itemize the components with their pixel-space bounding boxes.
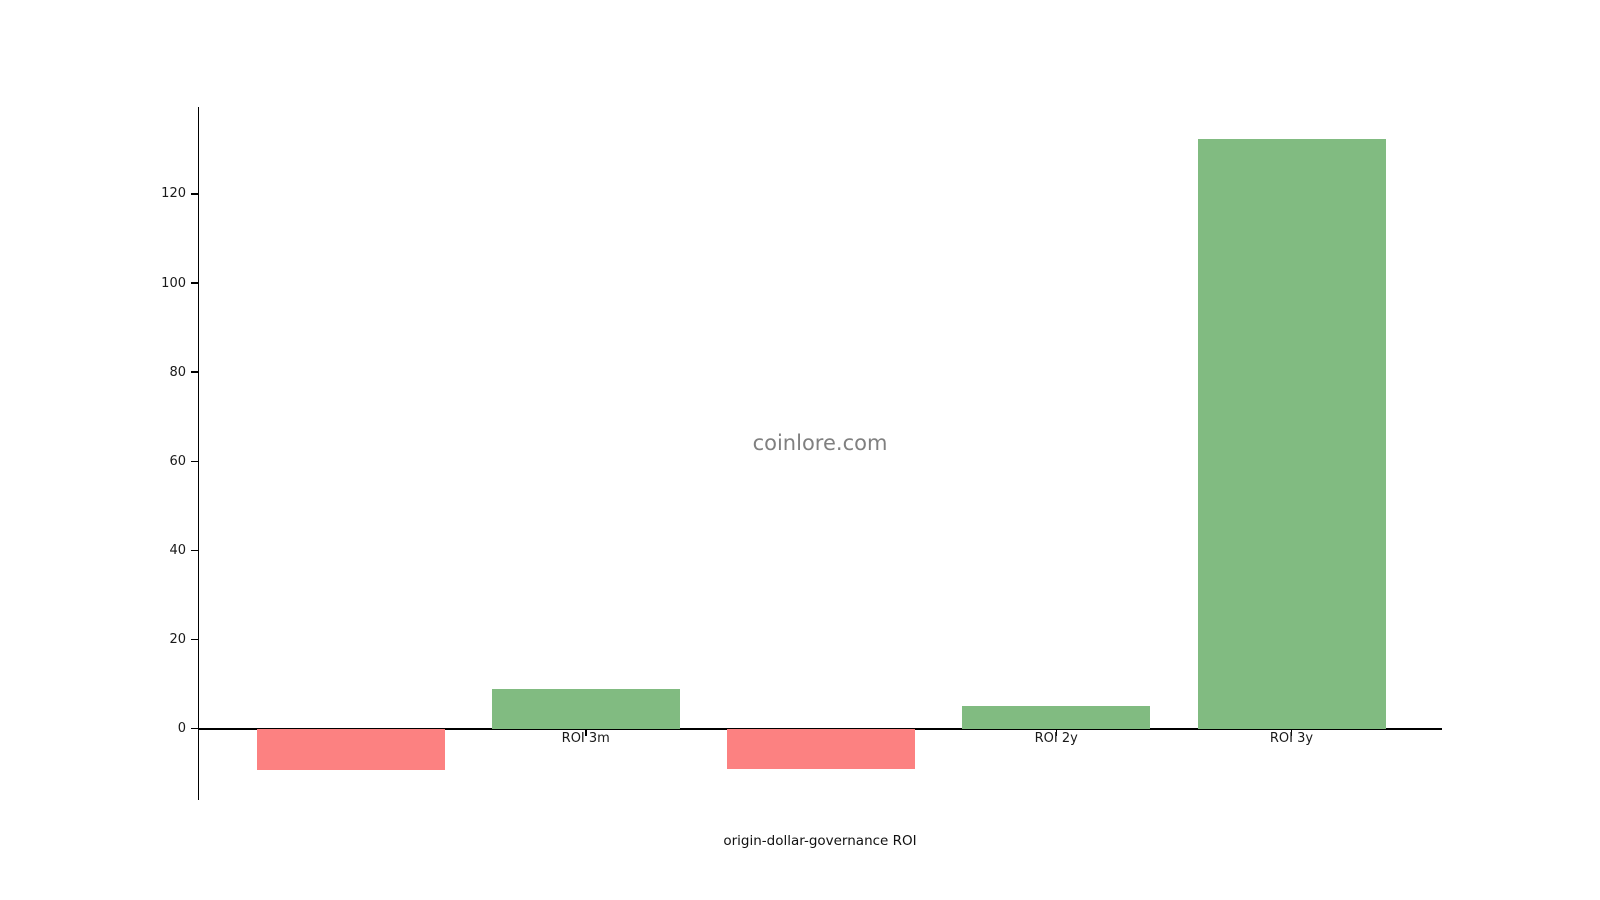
y-tick-label: 80: [169, 364, 186, 380]
bar-unlabeled-2: [727, 728, 915, 770]
y-tick-label: 100: [161, 275, 186, 291]
bar-roi-3m: [491, 689, 680, 729]
x-tick-label: ROI 3y: [1269, 731, 1314, 746]
bar-roi-3y: [1197, 138, 1386, 729]
watermark: coinlore.com: [752, 431, 888, 455]
bar-unlabeled-0: [256, 728, 445, 771]
y-tick-label: 20: [169, 632, 186, 648]
y-tick-label: 120: [161, 186, 186, 202]
y-tick-mark: [191, 193, 198, 195]
y-tick-mark: [191, 638, 198, 641]
bar-roi-2y: [962, 706, 1151, 729]
chart-title: origin-dollar-governance ROI: [723, 833, 917, 849]
y-axis: [197, 107, 199, 800]
x-tick-label: ROI 3m: [561, 731, 610, 746]
y-tick-mark: [191, 282, 198, 284]
y-tick-mark: [191, 727, 198, 730]
y-tick-label: 40: [169, 542, 186, 558]
y-tick-label: 60: [169, 453, 186, 469]
y-tick-label: 0: [177, 721, 186, 737]
y-tick-mark: [191, 460, 198, 463]
x-tick-label: ROI 2y: [1034, 731, 1078, 746]
x-tick-mark: [1290, 729, 1293, 736]
x-tick-mark: [1055, 729, 1057, 736]
y-tick-mark: [191, 371, 198, 373]
y-tick-mark: [191, 549, 198, 552]
x-tick-mark: [585, 729, 587, 736]
